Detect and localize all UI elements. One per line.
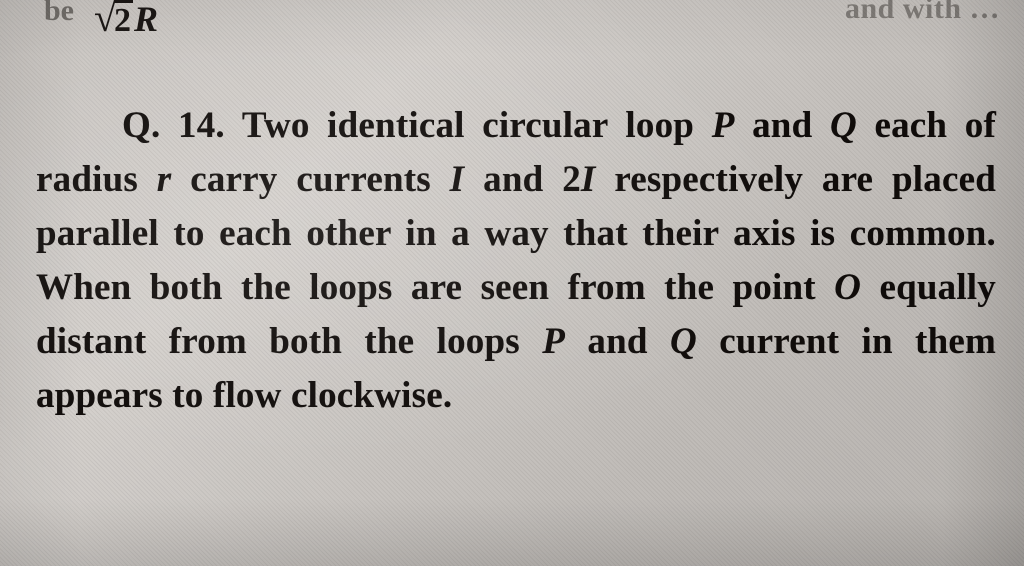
fragment-word-be: be — [44, 0, 74, 27]
qtext-1: Two identical circular loop — [242, 105, 712, 146]
radical-sign-icon: √ — [94, 0, 116, 36]
qtext-5: and 2 — [464, 159, 581, 200]
fragment-sqrt2R: √2R — [94, 0, 158, 40]
top-fragment-line: be √2R and with … — [36, 0, 996, 62]
var-I: I — [450, 159, 465, 200]
var-P: P — [712, 105, 735, 146]
var-O: O — [834, 267, 861, 308]
qtext-2: and — [735, 105, 830, 146]
variable-R: R — [134, 0, 158, 40]
var-Q2: Q — [670, 321, 697, 362]
question-label: Q. 14. — [122, 105, 225, 146]
qtext-8: and — [565, 321, 670, 362]
question-paragraph: Q. 14. Two identical circular loop P and… — [36, 99, 996, 423]
var-r: r — [157, 159, 172, 200]
fragment-right-cutoff: and with … — [845, 0, 1000, 25]
var-P2: P — [542, 321, 565, 362]
scanned-page: be √2R and with … Q. 14. Two identical c… — [0, 0, 1024, 423]
var-Q: Q — [830, 105, 857, 146]
var-I2: I — [581, 159, 596, 200]
qtext-4: carry currents — [171, 159, 449, 200]
radicand-2: 2 — [114, 0, 133, 39]
